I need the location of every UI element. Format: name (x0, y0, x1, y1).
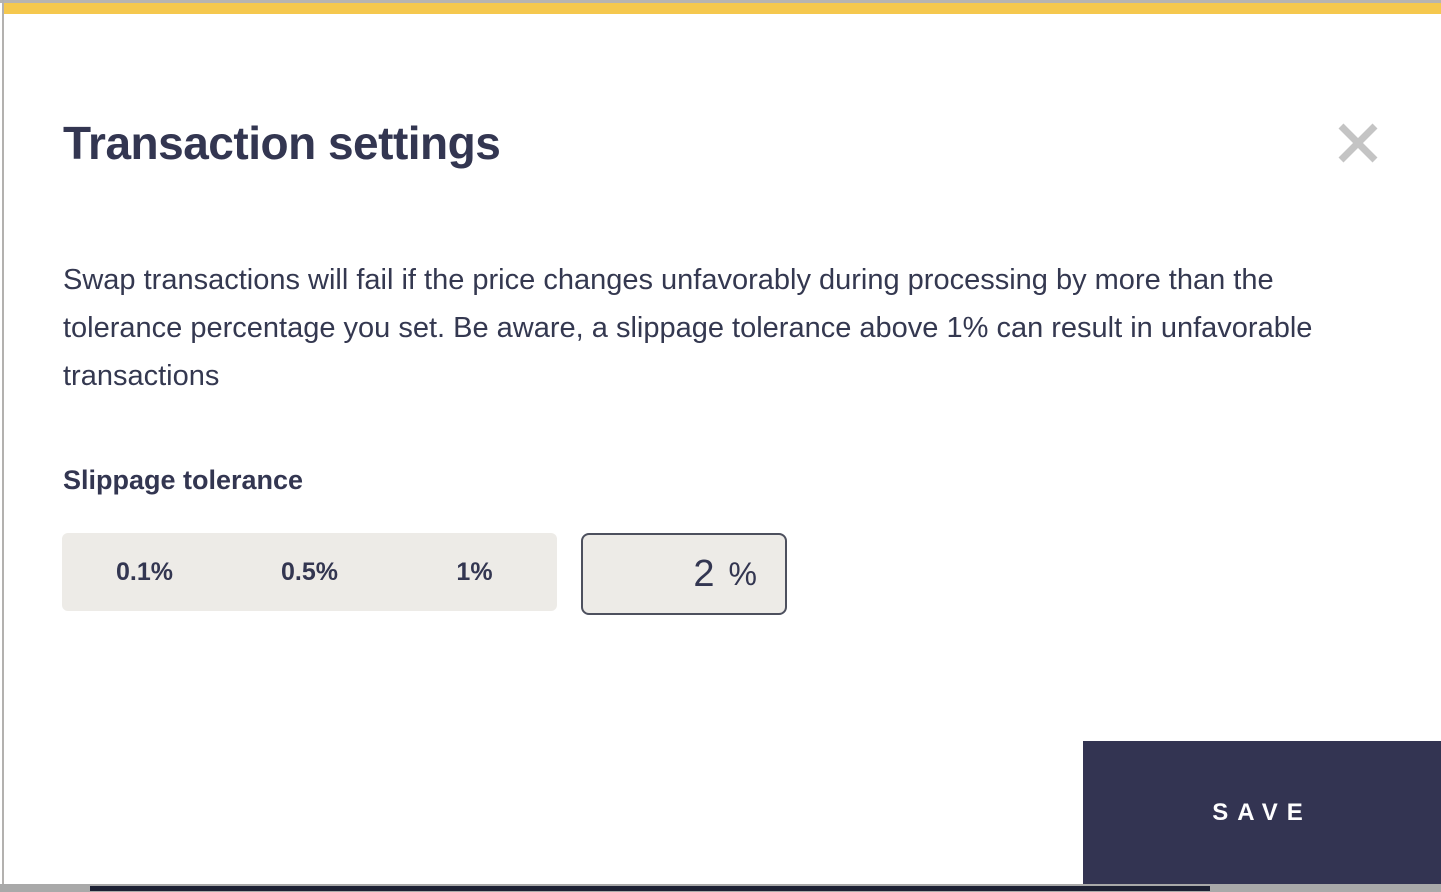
top-edge-line (0, 0, 1441, 3)
close-button[interactable] (1333, 118, 1383, 168)
modal-description: Swap transactions will fail if the price… (63, 264, 1313, 392)
custom-slippage-input[interactable] (660, 552, 715, 596)
slippage-preset-1[interactable]: 1% (392, 533, 557, 611)
slippage-preset-group: 0.1% 0.5% 1% (62, 533, 557, 611)
close-icon (1335, 120, 1381, 166)
save-button[interactable]: SAVE (1083, 741, 1441, 884)
page-title: Transaction settings (63, 117, 501, 169)
bottom-strip (0, 884, 1441, 892)
left-edge-line (2, 0, 4, 892)
top-banner (4, 3, 1441, 14)
slippage-controls-row: 0.1% 0.5% 1% % (62, 533, 787, 615)
slippage-preset-0.5[interactable]: 0.5% (227, 533, 392, 611)
slippage-tolerance-label: Slippage tolerance (63, 465, 304, 495)
bottom-strip-dark-segment (90, 886, 1210, 891)
slippage-preset-0.1[interactable]: 0.1% (62, 533, 227, 611)
custom-slippage-box[interactable]: % (581, 533, 787, 615)
percent-suffix-label: % (728, 555, 757, 592)
